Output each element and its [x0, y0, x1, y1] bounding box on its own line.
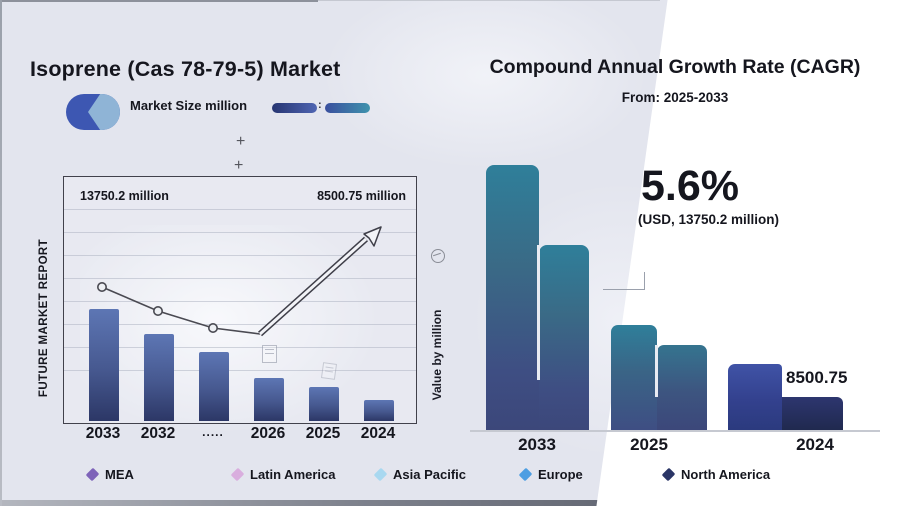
gradient-pill-dark [272, 103, 317, 113]
diamond-icon [518, 467, 533, 481]
legend-label: MEA [105, 466, 134, 482]
bar-2033 [89, 309, 119, 421]
gridline [64, 347, 416, 348]
diamond-icon [373, 467, 388, 481]
bar-2025 [309, 387, 339, 421]
pill-separator: : [318, 99, 322, 111]
bar-2033-b [539, 245, 589, 430]
bottom-frame-bar [0, 500, 900, 506]
x-label-2024: 2024 [360, 425, 396, 442]
bar-2025-a [611, 325, 657, 430]
gridline [64, 232, 416, 233]
cylinder-face [88, 94, 120, 130]
bar-value-label: 8500.75 [786, 368, 848, 387]
legend-item-latin-america: Latin America [230, 464, 336, 484]
left-frame-line [0, 0, 2, 506]
cagr-detail: (USD, 13750.2 million) [638, 212, 780, 227]
value-axis-label: Value by million [430, 309, 444, 401]
watermark-document-icon [262, 345, 277, 363]
gridline [64, 209, 416, 210]
x-label-2033: 2033 [85, 425, 121, 442]
bar-gap [655, 345, 658, 397]
circle-minus-icon [431, 249, 445, 263]
diamond-icon [230, 467, 245, 481]
side-label-future-market-report: FUTURE MARKET REPORT [38, 238, 50, 398]
background-blob [320, 0, 650, 170]
x-label-2033: 2033 [518, 435, 556, 454]
bar-2033-a [486, 165, 539, 430]
top-frame-line [0, 0, 318, 2]
bar-gap [537, 245, 540, 380]
gridline [64, 324, 416, 325]
legend-item-north-america: North America [661, 464, 771, 484]
trendline-arrow-overlay [96, 226, 382, 337]
top-frame-line-faint [0, 0, 660, 1]
bar-2032 [144, 334, 174, 421]
legend-item-mea: MEA [85, 464, 134, 484]
plus-decoration: + [236, 133, 246, 150]
cagr-bar-chart: 8500.75 2033 2025 2024 [470, 150, 890, 454]
legend-item-asia-pacific: Asia Pacific [373, 464, 466, 484]
x-label-2025: 2025 [305, 425, 341, 442]
legend-label: North America [681, 466, 771, 482]
diamond-icon [661, 467, 676, 481]
gridline [64, 370, 416, 371]
cagr-value: 5.6% [641, 162, 740, 210]
x-axis-line [470, 430, 880, 432]
gridline [64, 255, 416, 256]
diamond-icon [85, 467, 100, 481]
x-label-2032: 2032 [140, 425, 176, 442]
bar-2025-b [657, 345, 707, 430]
market-size-chart-panel: 13750.2 million 8500.75 million [63, 176, 417, 424]
bar-2026 [254, 378, 284, 421]
cagr-period: From: 2025-2033 [621, 90, 729, 105]
x-label-dots: ..... [202, 425, 224, 439]
legend-label: Asia Pacific [393, 466, 466, 482]
x-label-2026: 2026 [250, 425, 286, 442]
gridline [64, 278, 416, 279]
cagr-title: Compound Annual Growth Rate (CAGR) [489, 56, 861, 78]
plus-decoration: + [234, 157, 244, 174]
gradient-pill-teal [325, 103, 370, 113]
bar-2024-a [728, 364, 782, 430]
legend-label: Latin America [250, 466, 336, 482]
chart-max-value-label: 13750.2 million [80, 189, 169, 203]
page-title: Isoprene (Cas 78-79-5) Market [30, 57, 341, 81]
cylinder-icon [66, 94, 120, 130]
legend-item-europe: Europe [518, 464, 583, 484]
gridline [64, 301, 416, 302]
market-size-legend-label: Market Size million [130, 98, 248, 113]
corner-bracket-decoration [603, 272, 645, 290]
bar-dots [199, 352, 229, 421]
x-label-2024: 2024 [796, 435, 834, 454]
bar-2024 [364, 400, 394, 421]
bar-2024-b [782, 397, 843, 430]
chart-min-value-label: 8500.75 million [317, 189, 406, 203]
x-label-2025: 2025 [630, 435, 668, 454]
legend-label: Europe [538, 466, 583, 482]
